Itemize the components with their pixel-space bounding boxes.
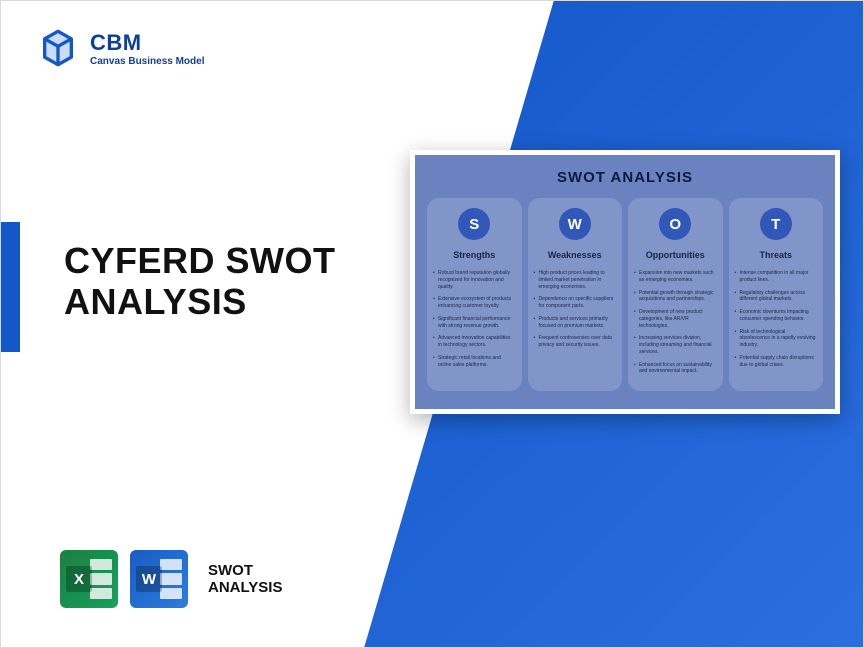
file-label-line2: ANALYSIS [208,579,282,596]
swot-letter-w: W [559,208,591,240]
swot-heading-weaknesses: Weaknesses [548,250,602,260]
swot-items-opportunities: Expansion into new markets such as emerg… [634,270,717,381]
list-item: Potential growth through strategic acqui… [634,290,717,304]
swot-col-opportunities: O Opportunities Expansion into new marke… [628,198,723,391]
swot-heading-threats: Threats [759,250,792,260]
logo-subtitle: Canvas Business Model [90,56,204,67]
list-item: Potential supply chain disruptions due t… [735,355,818,369]
swot-card-title: SWOT ANALYSIS [427,169,823,186]
swot-heading-opportunities: Opportunities [646,250,705,260]
swot-items-strengths: Robust brand reputation globally recogni… [433,270,516,374]
swot-letter-t: T [760,208,792,240]
cbm-logo-icon [38,28,78,68]
list-item: Increasing services division, including … [634,335,717,355]
list-item: Extensive ecosystem of products enhancin… [433,296,516,310]
swot-heading-strengths: Strengths [453,250,495,260]
swot-columns: S Strengths Robust brand reputation glob… [427,198,823,391]
logo-block: CBM Canvas Business Model [38,28,204,68]
list-item: Strategic retail locations and online sa… [433,355,516,369]
logo-title: CBM [90,30,204,56]
list-item: Dependence on specific suppliers for com… [534,296,617,310]
swot-col-threats: T Threats Intense competition in all maj… [729,198,824,391]
list-item: Expansion into new markets such as emerg… [634,270,717,284]
swot-items-threats: Intense competition in all major product… [735,270,818,374]
list-item: Frequent controversies over data privacy… [534,335,617,349]
page-title: CYFERD SWOT ANALYSIS [64,240,444,323]
file-label-line1: SWOT [208,562,282,579]
excel-icon: X [60,550,118,608]
list-item: High product prices leading to limited m… [534,270,617,290]
list-item: Intense competition in all major product… [735,270,818,284]
swot-card: SWOT ANALYSIS S Strengths Robust brand r… [410,150,840,414]
swot-items-weaknesses: High product prices leading to limited m… [534,270,617,355]
accent-tab [0,222,20,352]
excel-letter: X [66,566,92,592]
file-format-label: SWOT ANALYSIS [208,562,282,597]
word-icon: W [130,550,188,608]
list-item: Enhanced focus on sustainability and env… [634,362,717,376]
swot-letter-s: S [458,208,490,240]
swot-letter-o: O [659,208,691,240]
list-item: Development of new product categories, l… [634,309,717,329]
list-item: Risk of technological obsolescence in a … [735,329,818,349]
list-item: Economic downturns impacting consumer sp… [735,309,818,323]
file-format-row: X W SWOT ANALYSIS [60,550,282,608]
list-item: Products and services primarily focused … [534,316,617,330]
list-item: Regulatory challenges across different g… [735,290,818,304]
word-letter: W [136,566,162,592]
list-item: Advanced innovation capabilities in tech… [433,335,516,349]
swot-col-weaknesses: W Weaknesses High product prices leading… [528,198,623,391]
list-item: Significant financial performance with s… [433,316,516,330]
list-item: Robust brand reputation globally recogni… [433,270,516,290]
